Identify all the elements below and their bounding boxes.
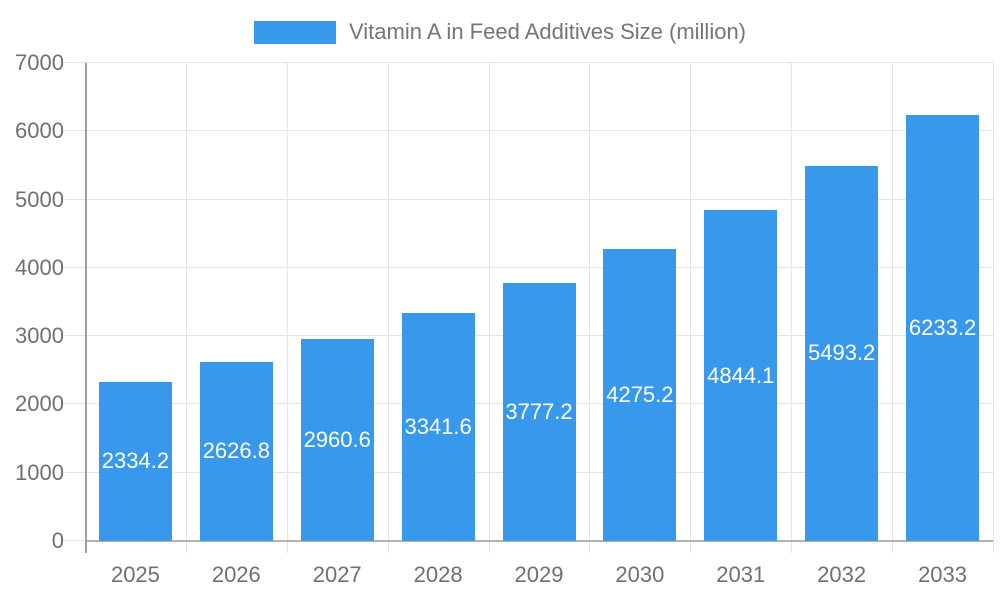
legend: Vitamin A in Feed Additives Size (millio… <box>0 19 1000 45</box>
y-axis-line <box>85 63 87 553</box>
bar-value-label: 5493.2 <box>808 340 876 366</box>
bar-2027 <box>300 338 374 541</box>
x-gridline <box>286 63 288 553</box>
bar-value-label: 2334.2 <box>101 448 170 474</box>
x-axis-label: 2027 <box>312 562 362 587</box>
bar-2026 <box>199 361 273 541</box>
bar-2032 <box>805 165 879 541</box>
x-gridline <box>488 63 490 553</box>
y-gridline <box>65 198 993 200</box>
bar-value-label: 4275.2 <box>606 382 674 408</box>
x-axis-label: 2026 <box>211 562 261 587</box>
x-axis-label: 2030 <box>615 562 665 587</box>
bar-2031 <box>704 210 778 541</box>
x-axis-label: 2025 <box>110 562 160 587</box>
y-axis-label: 1000 <box>15 459 64 485</box>
legend-swatch <box>254 20 336 44</box>
bar-2030 <box>603 249 677 541</box>
x-gridline <box>690 63 692 553</box>
bar-2025 <box>98 381 172 541</box>
y-axis-label: 0 <box>51 528 64 553</box>
x-axis-label: 2032 <box>817 562 867 587</box>
x-gridline <box>589 63 591 553</box>
bar-2029 <box>502 283 576 541</box>
y-gridline <box>65 130 993 132</box>
y-axis-label: 3000 <box>15 323 64 349</box>
x-gridline <box>993 63 994 553</box>
y-gridline <box>65 62 993 63</box>
y-gridline <box>65 266 993 268</box>
bar-value-label: 3777.2 <box>505 399 573 425</box>
bar-value-label: 2960.6 <box>303 426 371 452</box>
y-axis-label: 4000 <box>15 254 64 280</box>
x-axis-label: 2033 <box>918 562 968 587</box>
y-axis-tick <box>65 540 85 541</box>
bar-2033 <box>906 115 980 541</box>
y-axis-label: 5000 <box>15 186 64 212</box>
bar-value-label: 6233.2 <box>908 315 977 341</box>
x-axis-label: 2031 <box>716 562 766 587</box>
x-gridline <box>892 63 894 553</box>
x-axis-line <box>85 540 993 542</box>
y-axis-label: 2000 <box>15 391 64 417</box>
x-axis-label: 2029 <box>514 562 564 587</box>
x-gridline <box>387 63 389 553</box>
legend-label: Vitamin A in Feed Additives Size (millio… <box>349 19 746 44</box>
x-axis-label: 2028 <box>413 562 463 587</box>
bar-2028 <box>401 312 475 541</box>
x-gridline <box>185 63 187 553</box>
bar-value-label: 3341.6 <box>404 413 472 439</box>
y-axis-label: 7000 <box>15 50 64 75</box>
bar-value-label: 2626.8 <box>202 438 270 464</box>
x-gridline <box>791 63 793 553</box>
bar-value-label: 4844.1 <box>707 362 775 388</box>
y-axis-label: 6000 <box>15 118 64 144</box>
